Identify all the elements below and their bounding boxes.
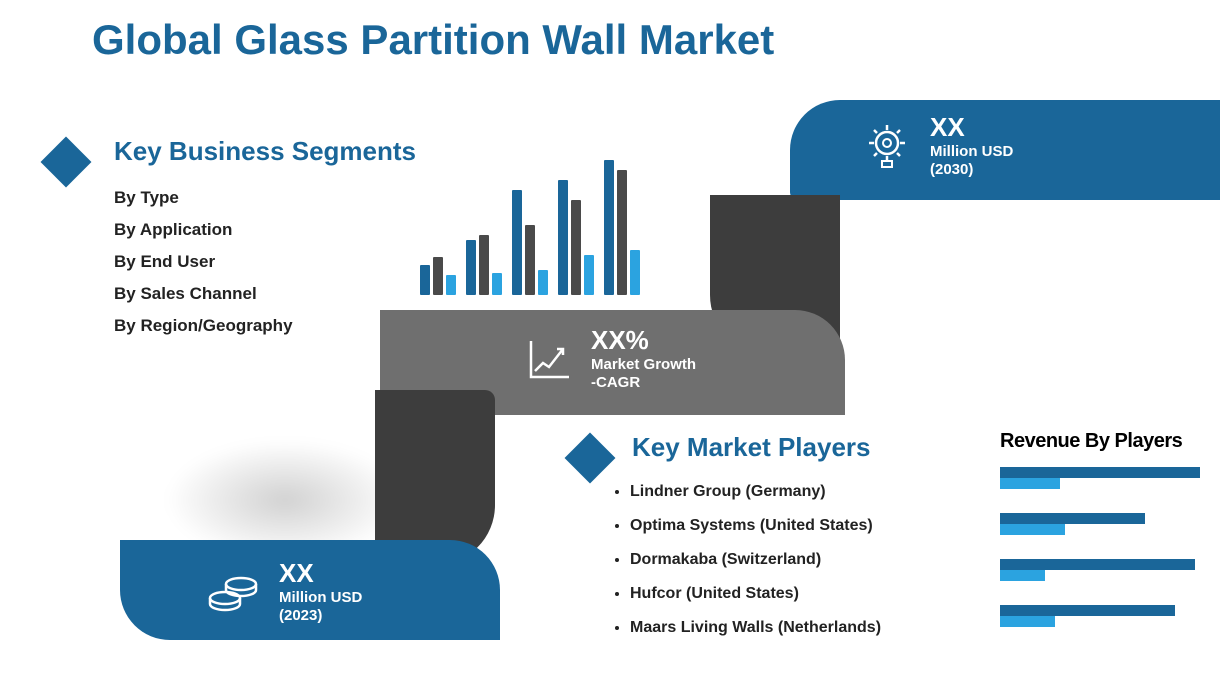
- player-item: Maars Living Walls (Netherlands): [630, 618, 930, 638]
- bar: [571, 200, 581, 295]
- revenue-bar-bottom: [1000, 616, 1055, 627]
- revenue-bar-bottom: [1000, 478, 1060, 489]
- bar: [433, 257, 443, 295]
- ribbon-curve-top: [710, 195, 840, 355]
- stat-2023: XX Million USD(2023): [205, 558, 362, 625]
- player-item: Hufcor (United States): [630, 584, 930, 604]
- bar: [512, 190, 522, 295]
- bar-group: [558, 180, 594, 295]
- revenue-bar-top: [1000, 467, 1200, 478]
- segments-barchart: [420, 145, 680, 295]
- segments-heading: Key Business Segments: [114, 136, 416, 167]
- bar: [538, 270, 548, 295]
- bar: [525, 225, 535, 295]
- bar: [492, 273, 502, 295]
- revenue-row: [1000, 467, 1182, 489]
- revenue-section: Revenue By Players: [1000, 430, 1182, 651]
- stat-label: Market Growth: [591, 356, 696, 373]
- bar: [558, 180, 568, 295]
- players-heading: Key Market Players: [632, 432, 870, 463]
- bar: [584, 255, 594, 295]
- stat-unit: Million USD: [279, 589, 362, 606]
- revenue-row: [1000, 605, 1182, 627]
- segments-list: By Type By Application By End User By Sales…: [114, 188, 293, 348]
- revenue-bar-top: [1000, 605, 1175, 616]
- diamond-icon: [41, 137, 92, 188]
- stat-2030: XX Million USD(2030): [862, 112, 1013, 179]
- stat-unit: Million USD: [930, 143, 1013, 160]
- coins-icon: [205, 568, 261, 616]
- revenue-bar-top: [1000, 559, 1195, 570]
- segment-item: By End User: [114, 252, 293, 272]
- page-title: Global Glass Partition Wall Market: [92, 18, 774, 62]
- bar: [420, 265, 430, 295]
- revenue-row: [1000, 559, 1182, 581]
- bar: [630, 250, 640, 295]
- segment-item: By Type: [114, 188, 293, 208]
- revenue-heading: Revenue By Players: [1000, 430, 1182, 453]
- shadow: [165, 440, 405, 560]
- bar-group: [420, 257, 456, 295]
- stat-value: XX%: [591, 325, 696, 356]
- lightbulb-icon: [862, 121, 912, 171]
- segment-item: By Sales Channel: [114, 284, 293, 304]
- revenue-chart: [1000, 467, 1182, 627]
- stat-label2: -CAGR: [591, 374, 640, 391]
- stat-year: (2030): [930, 161, 973, 178]
- bar: [604, 160, 614, 295]
- stat-cagr: XX% Market Growth-CAGR: [525, 325, 696, 392]
- segment-item: By Region/Geography: [114, 316, 293, 336]
- player-item: Optima Systems (United States): [630, 516, 930, 536]
- bar-group: [512, 190, 548, 295]
- revenue-bar-bottom: [1000, 524, 1065, 535]
- diamond-icon: [565, 433, 616, 484]
- bar: [466, 240, 476, 295]
- revenue-bar-bottom: [1000, 570, 1045, 581]
- growth-chart-icon: [525, 335, 573, 383]
- bar-group: [466, 235, 502, 295]
- bar-group: [604, 160, 640, 295]
- stat-value: XX: [930, 112, 1013, 143]
- player-item: Dormakaba (Switzerland): [630, 550, 930, 570]
- revenue-row: [1000, 513, 1182, 535]
- stat-value: XX: [279, 558, 362, 589]
- players-list: Lindner Group (Germany) Optima Systems (U…: [630, 482, 930, 652]
- bar: [479, 235, 489, 295]
- stat-year: (2023): [279, 607, 322, 624]
- player-item: Lindner Group (Germany): [630, 482, 930, 502]
- bar: [617, 170, 627, 295]
- segment-item: By Application: [114, 220, 293, 240]
- revenue-bar-top: [1000, 513, 1145, 524]
- bar: [446, 275, 456, 295]
